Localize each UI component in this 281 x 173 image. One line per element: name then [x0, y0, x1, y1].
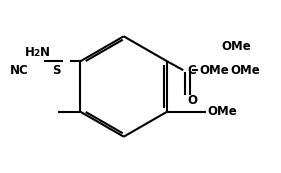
Text: NC: NC [10, 64, 29, 77]
Text: OMe: OMe [230, 64, 260, 77]
Text: O: O [187, 94, 197, 107]
Text: OMe: OMe [208, 105, 237, 118]
Text: OMe: OMe [199, 64, 229, 77]
Text: S: S [52, 64, 61, 77]
Text: C: C [188, 64, 197, 77]
Text: N: N [40, 46, 50, 59]
Text: H: H [25, 46, 35, 59]
Text: 2: 2 [33, 49, 40, 58]
Text: OMe: OMe [222, 40, 251, 53]
